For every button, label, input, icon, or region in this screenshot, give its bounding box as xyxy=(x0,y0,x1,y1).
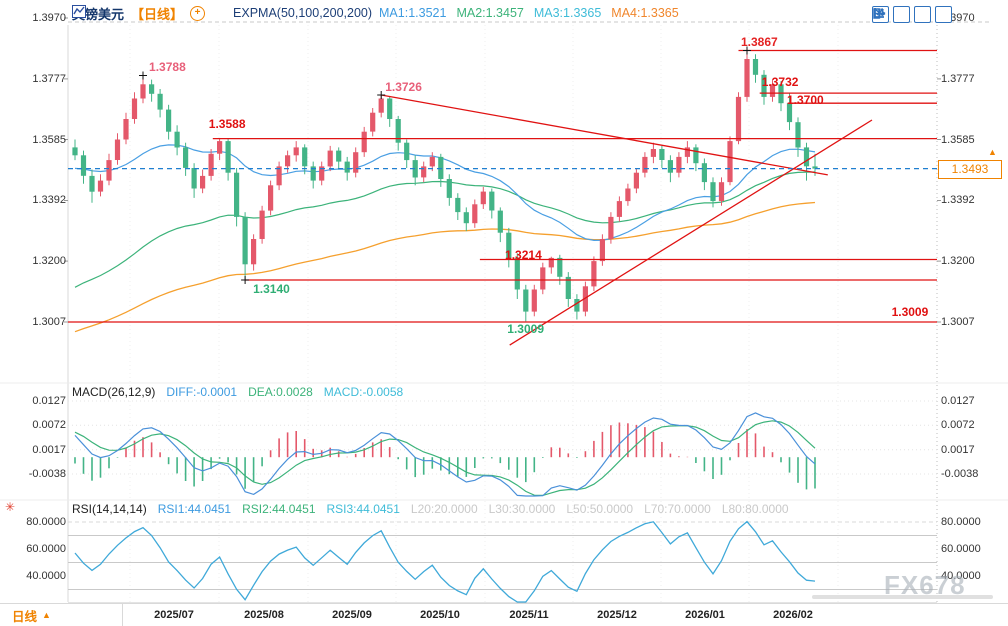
macd-title[interactable]: MACD(26,12,9) xyxy=(72,385,156,399)
period-selector-label[interactable]: 日线 xyxy=(12,609,38,624)
indicator-marker-icon: ✳ xyxy=(5,500,16,514)
rsi-level-label: L30:30.0000 xyxy=(488,502,556,516)
date-axis-label: 2026/01 xyxy=(685,609,725,621)
date-axis-label: 2025/08 xyxy=(244,609,284,621)
macd-macd-value: MACD:-0.0058 xyxy=(323,385,404,399)
scrollbar-thumb[interactable] xyxy=(812,595,993,599)
indicator-title[interactable]: EXPMA(50,100,200,200) xyxy=(233,6,373,20)
ma-value-label: MA4:1.3365 xyxy=(611,6,679,20)
ma-value-label: MA3:1.3365 xyxy=(533,6,602,20)
macd-dea-value: DEA:0.0028 xyxy=(248,385,313,399)
rsi-level-label: L50:50.0000 xyxy=(566,502,634,516)
period-tag[interactable]: 【日线】 xyxy=(131,6,184,22)
exit-fullscreen-icon[interactable] xyxy=(873,6,952,23)
price-up-arrow-icon: ▲ xyxy=(988,147,997,157)
rsi-label-row: RSI(14,14,14) RSI1:44.0451 RSI2:44.0451 … xyxy=(72,502,789,516)
add-indicator-icon[interactable]: + xyxy=(190,5,206,21)
date-axis-label: 2025/12 xyxy=(597,609,637,621)
rsi1-value: RSI1:44.0451 xyxy=(157,502,232,516)
date-axis-label: 2025/10 xyxy=(420,609,460,621)
period-selector[interactable]: 日线 ▲ xyxy=(0,604,123,626)
chart-toolbar xyxy=(872,6,952,23)
rsi3-value: RSI3:44.0451 xyxy=(326,502,400,516)
rsi-level-label: L20:20.0000 xyxy=(410,502,478,516)
ma-value-label: MA1:1.3521 xyxy=(379,6,447,20)
macd-label-row: MACD(26,12,9) DIFF:-0.0001 DEA:0.0028 MA… xyxy=(72,385,403,399)
rsi-level-label: L80:80.0000 xyxy=(721,502,789,516)
ma-values: MA1:1.3521 MA2:1.3457 MA3:1.3365 MA4:1.3365 xyxy=(379,6,679,20)
period-selector-arrow-icon: ▲ xyxy=(42,610,51,620)
macd-diff-value: DIFF:-0.0001 xyxy=(166,385,238,399)
date-axis-label: 2025/11 xyxy=(509,609,549,621)
rsi-level-label: L70:70.0000 xyxy=(644,502,711,516)
rsi-title[interactable]: RSI(14,14,14) xyxy=(72,502,147,516)
axis-scale-right-icon[interactable] xyxy=(874,6,931,23)
ma-value-label: MA2:1.3457 xyxy=(456,6,524,20)
expma-chart-icon xyxy=(72,5,226,20)
chart-header: 英镑美元 【日线】 + EXPMA(50,100,200,200) MA1:1.… xyxy=(72,5,679,22)
rsi-guide-levels: L20:20.0000 L30:30.0000 L50:50.0000 L70:70.… xyxy=(411,502,789,516)
rsi2-value: RSI2:44.0451 xyxy=(242,502,316,516)
date-axis-label: 2026/02 xyxy=(773,609,813,621)
date-axis-label: 2025/09 xyxy=(332,609,372,621)
time-axis-bar: 日线 ▲ 2025/07 2025/08 2025/09 2025/10 2025/11… xyxy=(0,603,1008,626)
date-axis-label: 2025/07 xyxy=(154,609,194,621)
axis-scale-left-icon[interactable] xyxy=(874,6,910,23)
last-price-tag: 1.3493 xyxy=(938,160,1002,179)
